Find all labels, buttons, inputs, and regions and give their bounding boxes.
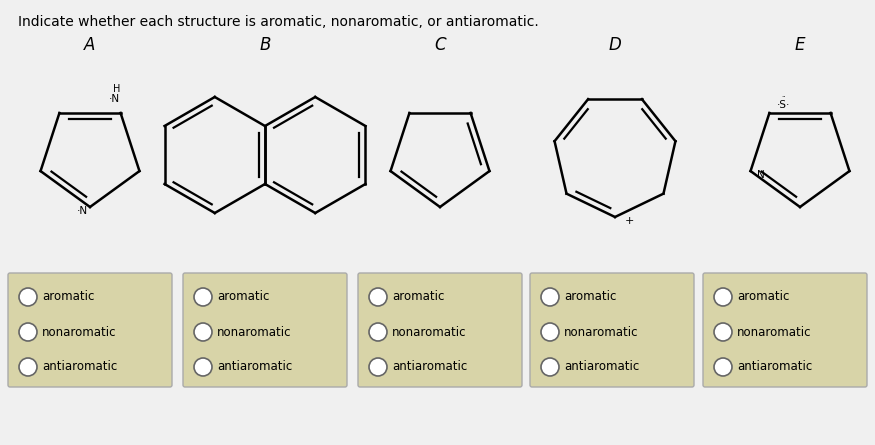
- Text: B: B: [259, 36, 270, 54]
- Circle shape: [19, 323, 37, 341]
- Text: nonaromatic: nonaromatic: [392, 325, 466, 339]
- Circle shape: [194, 358, 212, 376]
- Circle shape: [714, 323, 732, 341]
- Text: ·S·: ·S·: [777, 100, 790, 110]
- Text: Indicate whether each structure is aromatic, nonaromatic, or antiaromatic.: Indicate whether each structure is aroma…: [18, 15, 539, 29]
- Text: aromatic: aromatic: [42, 291, 94, 303]
- Text: aromatic: aromatic: [564, 291, 616, 303]
- Text: nonaromatic: nonaromatic: [737, 325, 811, 339]
- Circle shape: [369, 288, 387, 306]
- Text: aromatic: aromatic: [392, 291, 444, 303]
- Text: C: C: [434, 36, 446, 54]
- Circle shape: [714, 358, 732, 376]
- Circle shape: [194, 288, 212, 306]
- Text: H: H: [113, 84, 120, 94]
- Text: antiaromatic: antiaromatic: [392, 360, 467, 373]
- Circle shape: [19, 288, 37, 306]
- Text: N·: N·: [757, 170, 768, 180]
- Text: aromatic: aromatic: [217, 291, 270, 303]
- Circle shape: [19, 358, 37, 376]
- FancyBboxPatch shape: [8, 273, 172, 387]
- Text: D: D: [609, 36, 621, 54]
- Circle shape: [541, 288, 559, 306]
- FancyBboxPatch shape: [358, 273, 522, 387]
- Text: antiaromatic: antiaromatic: [42, 360, 117, 373]
- Circle shape: [369, 358, 387, 376]
- FancyBboxPatch shape: [530, 273, 694, 387]
- Text: aromatic: aromatic: [737, 291, 789, 303]
- Circle shape: [541, 358, 559, 376]
- Text: nonaromatic: nonaromatic: [564, 325, 639, 339]
- Text: antiaromatic: antiaromatic: [564, 360, 640, 373]
- Circle shape: [541, 323, 559, 341]
- Text: antiaromatic: antiaromatic: [217, 360, 292, 373]
- Text: antiaromatic: antiaromatic: [737, 360, 812, 373]
- Circle shape: [369, 323, 387, 341]
- Circle shape: [194, 323, 212, 341]
- Text: +: +: [625, 216, 634, 226]
- FancyBboxPatch shape: [183, 273, 347, 387]
- Text: ·N: ·N: [76, 206, 88, 216]
- Text: ·N: ·N: [109, 94, 120, 104]
- FancyBboxPatch shape: [703, 273, 867, 387]
- Text: A: A: [84, 36, 95, 54]
- Text: nonaromatic: nonaromatic: [42, 325, 116, 339]
- Text: ··: ··: [781, 94, 786, 100]
- Circle shape: [714, 288, 732, 306]
- Text: nonaromatic: nonaromatic: [217, 325, 291, 339]
- Text: E: E: [794, 36, 805, 54]
